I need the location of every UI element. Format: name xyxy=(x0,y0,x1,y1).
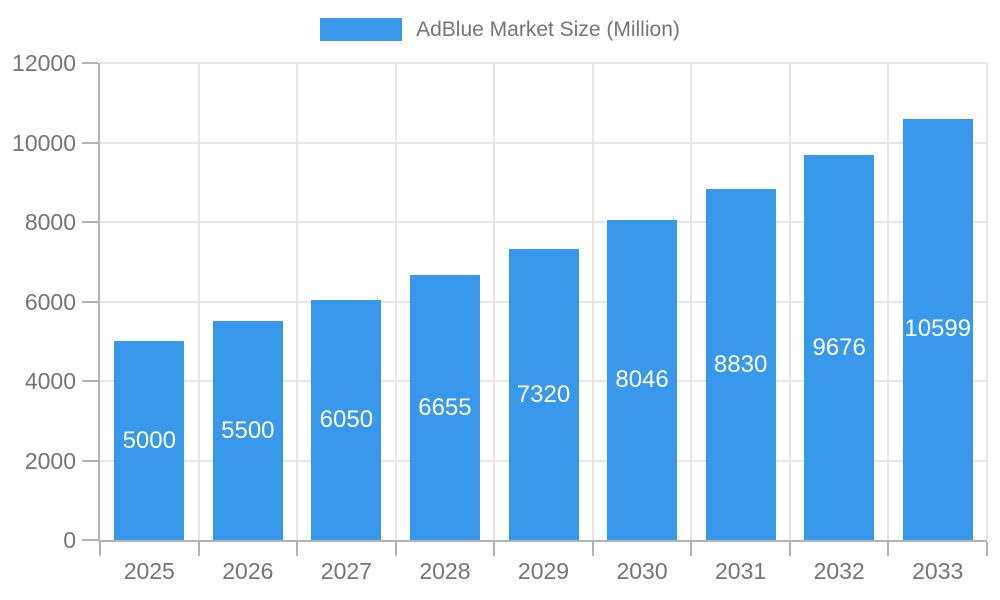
v-gridline xyxy=(197,63,200,540)
x-axis-line xyxy=(98,540,987,542)
bar[interactable]: 10599 xyxy=(902,118,973,540)
y-axis-tick xyxy=(82,380,98,382)
y-axis-tick xyxy=(82,539,98,541)
bar[interactable]: 7320 xyxy=(508,249,579,540)
x-tick-label: 2029 xyxy=(517,558,570,584)
bar-value-label: 6050 xyxy=(319,405,374,433)
y-axis-line xyxy=(98,63,100,542)
legend-swatch xyxy=(320,18,403,41)
v-gridline xyxy=(493,63,496,540)
v-gridline xyxy=(296,63,299,540)
bar[interactable]: 8046 xyxy=(607,220,678,540)
bar-value-label: 8046 xyxy=(615,366,669,394)
v-gridline xyxy=(986,63,988,540)
bar[interactable]: 5000 xyxy=(114,341,185,540)
bar-value-label: 6655 xyxy=(418,393,472,421)
y-axis-tick xyxy=(82,62,98,64)
x-axis-tick xyxy=(887,542,890,556)
bar-value-label: 8830 xyxy=(713,350,768,378)
y-axis-tick xyxy=(82,300,98,303)
h-gridline xyxy=(100,141,987,144)
x-tick-label: 2032 xyxy=(813,558,865,584)
x-tick-label: 2030 xyxy=(616,558,668,584)
y-tick-label: 4000 xyxy=(24,368,76,394)
v-gridline xyxy=(591,63,594,540)
bar[interactable]: 6050 xyxy=(311,299,382,540)
bar-value-label: 10599 xyxy=(904,315,972,343)
bar[interactable]: 5500 xyxy=(212,321,283,540)
bar-value-label: 7320 xyxy=(516,380,571,408)
h-gridline xyxy=(100,62,987,64)
x-tick-label: 2026 xyxy=(222,558,274,584)
y-tick-label: 12000 xyxy=(12,50,76,76)
x-tick-label: 2027 xyxy=(320,558,372,584)
x-tick-label: 2025 xyxy=(123,558,175,584)
y-tick-label: 0 xyxy=(63,527,76,553)
legend-item[interactable]: AdBlue Market Size (Million) xyxy=(0,17,1000,42)
x-axis-tick xyxy=(986,542,988,556)
y-tick-label: 2000 xyxy=(24,447,76,474)
y-tick-label: 10000 xyxy=(12,129,76,156)
y-tick-label: 6000 xyxy=(24,288,76,315)
bar[interactable]: 9676 xyxy=(804,155,875,540)
bar[interactable]: 6655 xyxy=(409,275,480,540)
plot-area: 0 2000 4000 6000 8000 10000 12000 2025 2026 2027 2… xyxy=(12,50,988,584)
bar-value-label: 5500 xyxy=(221,416,275,444)
x-axis-tick xyxy=(690,542,693,556)
x-axis-tick xyxy=(197,542,200,556)
x-tick-label: 2033 xyxy=(912,558,964,584)
v-gridline xyxy=(394,63,397,540)
x-tick-label: 2031 xyxy=(715,558,767,584)
x-tick-label: 2028 xyxy=(419,558,471,584)
y-axis-tick xyxy=(82,141,98,144)
bar-value-label: 5000 xyxy=(122,426,176,454)
y-axis-tick xyxy=(82,459,98,462)
v-gridline xyxy=(788,63,791,540)
x-axis-tick xyxy=(493,542,496,556)
x-axis-tick xyxy=(591,542,594,556)
bar-value-label: 9676 xyxy=(812,333,866,361)
y-axis-tick xyxy=(82,221,98,223)
x-axis-tick xyxy=(788,542,791,556)
v-gridline xyxy=(887,63,890,540)
v-gridline xyxy=(690,63,693,540)
legend-label: AdBlue Market Size (Million) xyxy=(416,18,680,41)
x-axis-tick xyxy=(394,542,397,556)
bar[interactable]: 8830 xyxy=(705,189,776,540)
x-axis-tick xyxy=(99,542,101,556)
x-axis-tick xyxy=(296,542,299,556)
h-gridline xyxy=(100,221,987,223)
y-tick-label: 8000 xyxy=(24,209,76,235)
